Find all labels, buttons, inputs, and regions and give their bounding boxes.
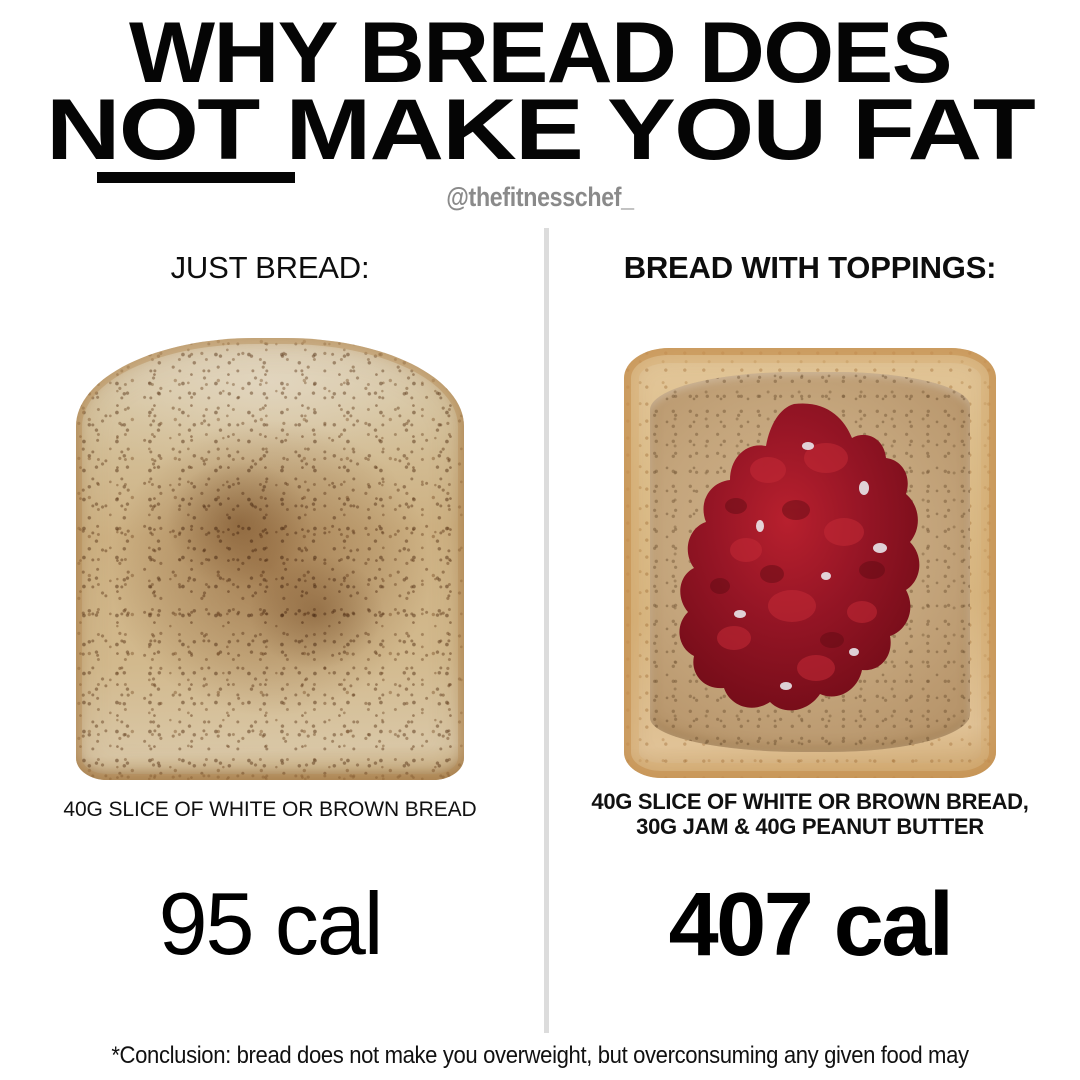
- caption-line: 30G JAM & 40G PEANUT BUTTER: [636, 813, 984, 839]
- title-block: WHY BREAD DOES NOT MAKE YOU FAT: [0, 5, 1080, 179]
- footer-conclusion: *Conclusion: bread does not make you ove…: [111, 1042, 969, 1069]
- panel-just-bread: JUST BREAD: 40G SLICE OF WHITE OR BROWN …: [0, 250, 540, 1040]
- caption-line: 40G SLICE OF WHITE OR BROWN BREAD: [63, 798, 477, 821]
- calories-bread-with-toppings: 407 cal: [668, 875, 954, 975]
- author-handle: @thefitnesschef_: [446, 182, 634, 212]
- vertical-divider: [544, 228, 549, 1033]
- panel-bread-with-toppings: BREAD WITH TOPPINGS:: [540, 250, 1080, 1040]
- plain-toast-slice-icon: [76, 338, 464, 780]
- title-line-2: NOT MAKE YOU FAT: [46, 82, 1036, 179]
- caption-just-bread: 40G SLICE OF WHITE OR BROWN BREAD: [0, 798, 540, 822]
- plain-toast-stage: [0, 330, 540, 790]
- topped-toast-stage: [540, 330, 1080, 790]
- calories-just-bread: 95 cal: [158, 874, 384, 973]
- caption-bread-with-toppings: 40G SLICE OF WHITE OR BROWN BREAD, 30G J…: [540, 789, 1080, 839]
- toast-speckle-texture: [76, 338, 464, 780]
- panel-header-bread-with-toppings: BREAD WITH TOPPINGS:: [623, 250, 997, 285]
- panel-header-just-bread: JUST BREAD:: [170, 250, 370, 285]
- toast-crust-edge: [76, 338, 464, 780]
- title-not-underline: [97, 172, 295, 183]
- caption-line: 40G SLICE OF WHITE OR BROWN BREAD,: [591, 789, 1029, 814]
- title-line-1: WHY BREAD DOES: [129, 5, 953, 101]
- jam-blob: [676, 400, 938, 722]
- topped-toast-slice-icon: [624, 348, 996, 778]
